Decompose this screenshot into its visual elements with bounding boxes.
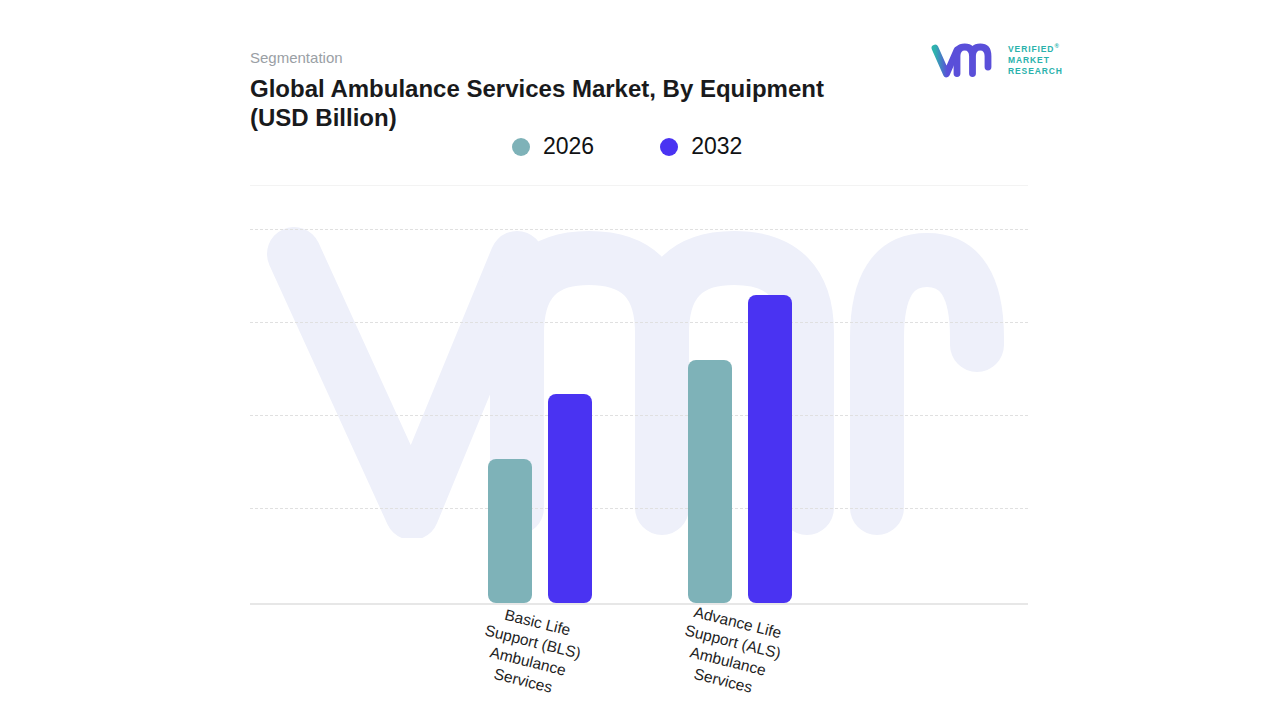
logo-line-research: RESEARCH — [1008, 66, 1063, 77]
x-axis-label-2: Advance Life Support (ALS) Ambulance Ser… — [667, 600, 793, 704]
bar-2026-2 — [688, 360, 732, 603]
vmr-logo: VERIFIED® MARKET RESEARCH — [930, 37, 1063, 81]
logo-line-market: MARKET — [1008, 55, 1063, 66]
page-title: Global Ambulance Services Market, By Equ… — [250, 74, 870, 132]
legend: 2026 2032 — [512, 133, 742, 160]
vmr-logo-text: VERIFIED® MARKET RESEARCH — [1008, 41, 1063, 77]
bar-2026-1 — [488, 459, 532, 603]
legend-dot-2032 — [660, 138, 678, 156]
x-axis-label-1: Basic Life Support (BLS) Ambulance Servi… — [467, 600, 593, 704]
legend-dot-2026 — [512, 138, 530, 156]
bar-2032-2 — [748, 295, 792, 603]
legend-item-2026: 2026 — [512, 133, 594, 160]
legend-item-2032: 2032 — [660, 133, 742, 160]
plot-area: Basic Life Support (BLS) Ambulance Servi… — [250, 186, 1028, 603]
logo-line-verified: VERIFIED — [1008, 44, 1054, 54]
vmr-logo-icon — [930, 37, 1002, 81]
section-label: Segmentation — [250, 49, 343, 66]
bar-2032-1 — [548, 394, 592, 603]
legend-label-2032: 2032 — [691, 133, 742, 160]
registered-mark: ® — [1054, 43, 1058, 49]
chart-area: Basic Life Support (BLS) Ambulance Servi… — [250, 185, 1028, 605]
legend-label-2026: 2026 — [543, 133, 594, 160]
